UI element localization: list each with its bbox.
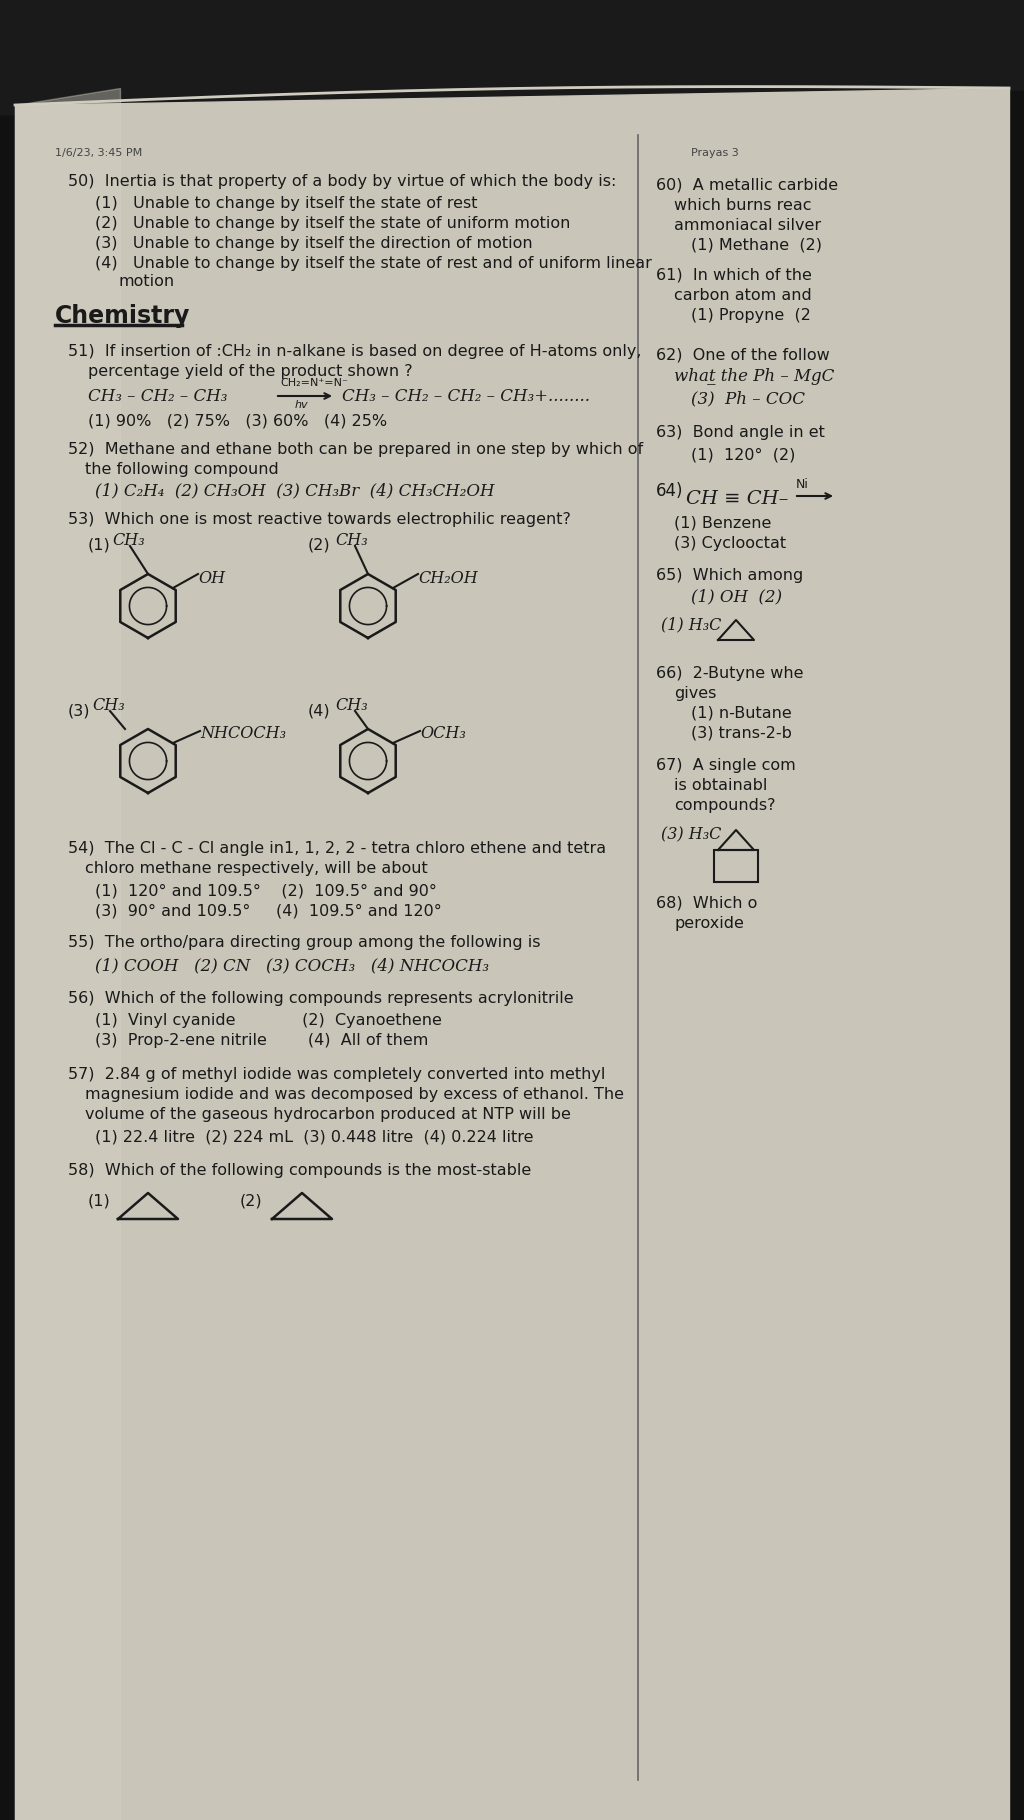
Bar (714, 850, 758, 883)
Text: ammoniacal silver: ammoniacal silver (674, 218, 821, 233)
Text: 50)  Inertia is that property of a body by virtue of which the body is:: 50) Inertia is that property of a body b… (68, 175, 616, 189)
Text: hv: hv (295, 400, 308, 410)
Text: 66)  2-Butyne whe: 66) 2-Butyne whe (656, 666, 804, 681)
Text: 68)  Which o: 68) Which o (656, 895, 758, 912)
Text: CH₂OH: CH₂OH (418, 570, 478, 588)
Text: 64): 64) (656, 482, 683, 500)
Text: 60)  A metallic carbide: 60) A metallic carbide (656, 178, 838, 193)
Text: CH₂=N⁺=N⁻: CH₂=N⁺=N⁻ (280, 379, 348, 388)
Text: 67)  A single com: 67) A single com (656, 757, 796, 774)
Text: 53)  Which one is most reactive towards electrophilic reagent?: 53) Which one is most reactive towards e… (68, 511, 570, 528)
Text: (3) H₃C: (3) H₃C (662, 826, 721, 843)
Text: CH₃: CH₃ (92, 697, 125, 713)
Text: which burns reac: which burns reac (674, 198, 811, 213)
Text: (1) 90%   (2) 75%   (3) 60%   (4) 25%: (1) 90% (2) 75% (3) 60% (4) 25% (88, 413, 387, 430)
Text: (4): (4) (308, 703, 331, 719)
Text: what̲ the Ph – MgC: what̲ the Ph – MgC (674, 368, 835, 386)
Text: (1) Benzene: (1) Benzene (674, 517, 771, 531)
Text: motion: motion (118, 275, 174, 289)
Text: the following compound: the following compound (85, 462, 279, 477)
Text: NHCOCH₃: NHCOCH₃ (200, 724, 286, 743)
Text: CH₃ – CH₂ – CH₂ – CH₃+........: CH₃ – CH₂ – CH₂ – CH₃+........ (342, 388, 590, 406)
Text: compounds?: compounds? (674, 797, 775, 814)
Text: (1) n-Butane: (1) n-Butane (691, 706, 792, 721)
Text: (1) 22.4 litre  (2) 224 mL  (3) 0.448 litre  (4) 0.224 litre: (1) 22.4 litre (2) 224 mL (3) 0.448 litr… (95, 1128, 534, 1145)
Text: (4)   Unable to change by itself the state of rest and of uniform linear: (4) Unable to change by itself the state… (95, 257, 652, 271)
Text: 61)  In which of the: 61) In which of the (656, 268, 812, 282)
Text: (3)  90° and 109.5°     (4)  109.5° and 120°: (3) 90° and 109.5° (4) 109.5° and 120° (95, 903, 441, 917)
Text: (3)  Prop-2-ene nitrile        (4)  All of them: (3) Prop-2-ene nitrile (4) All of them (95, 1034, 428, 1048)
Text: Prayas 3: Prayas 3 (691, 147, 738, 158)
Text: 58)  Which of the following compounds is the most-stable: 58) Which of the following compounds is … (68, 1163, 531, 1178)
Text: 51)  If insertion of :CH₂ in n-alkane is based on degree of H-atoms only,: 51) If insertion of :CH₂ in n-alkane is … (68, 344, 641, 359)
Text: peroxide: peroxide (674, 915, 743, 932)
Text: CH₃: CH₃ (335, 531, 368, 550)
Text: (3) trans-2-b: (3) trans-2-b (691, 726, 792, 741)
Text: (3): (3) (68, 703, 90, 719)
Text: (3)   Unable to change by itself the direction of motion: (3) Unable to change by itself the direc… (95, 237, 532, 251)
Text: (1) OH  (2): (1) OH (2) (691, 588, 782, 604)
Text: (1): (1) (88, 539, 111, 553)
Text: (2)   Unable to change by itself the state of uniform motion: (2) Unable to change by itself the state… (95, 217, 570, 231)
Text: (1) C₂H₄  (2) CH₃OH  (3) CH₃Br  (4) CH₃CH₂OH: (1) C₂H₄ (2) CH₃OH (3) CH₃Br (4) CH₃CH₂O… (95, 482, 495, 499)
Text: 1/6/23, 3:45 PM: 1/6/23, 3:45 PM (55, 147, 142, 158)
Text: 52)  Methane and ethane both can be prepared in one step by which of: 52) Methane and ethane both can be prepa… (68, 442, 643, 457)
Text: 56)  Which of the following compounds represents acrylonitrile: 56) Which of the following compounds rep… (68, 992, 573, 1006)
Text: magnesium iodide and was decomposed by excess of ethanol. The: magnesium iodide and was decomposed by e… (85, 1087, 624, 1101)
Text: Ni: Ni (796, 479, 809, 491)
Text: CH ≡ CH–: CH ≡ CH– (686, 490, 788, 508)
Text: (3)  Ph – COC: (3) Ph – COC (691, 389, 805, 408)
Text: 63)  Bond angle in et: 63) Bond angle in et (656, 426, 825, 440)
Text: 65)  Which among: 65) Which among (656, 568, 803, 582)
Text: (2): (2) (308, 539, 331, 553)
Text: (1) Propyne  (2: (1) Propyne (2 (691, 308, 811, 322)
Text: gives: gives (674, 686, 717, 701)
Text: (1)  Vinyl cyanide             (2)  Cyanoethene: (1) Vinyl cyanide (2) Cyanoethene (95, 1014, 442, 1028)
Text: (1)  120°  (2): (1) 120° (2) (691, 448, 796, 462)
Text: is obtainabl: is obtainabl (674, 777, 767, 794)
Text: (2): (2) (240, 1192, 262, 1208)
Text: (3) Cyclooctat: (3) Cyclooctat (674, 537, 786, 551)
Text: (1) Methane  (2): (1) Methane (2) (691, 238, 822, 253)
Text: CH₃: CH₃ (335, 697, 368, 713)
Text: 62)  One of the follow: 62) One of the follow (656, 348, 829, 362)
Text: volume of the gaseous hydrocarbon produced at NTP will be: volume of the gaseous hydrocarbon produc… (85, 1107, 570, 1121)
Text: 57)  2.84 g of methyl iodide was completely converted into methyl: 57) 2.84 g of methyl iodide was complete… (68, 1067, 605, 1083)
Text: (1): (1) (88, 1192, 111, 1208)
Text: 54)  The Cl - C - Cl angle in1, 1, 2, 2 - tetra chloro ethene and tetra: 54) The Cl - C - Cl angle in1, 1, 2, 2 -… (68, 841, 606, 855)
Text: carbon atom and: carbon atom and (674, 288, 812, 302)
Text: Chemistry: Chemistry (55, 304, 190, 328)
Text: CH₃ – CH₂ – CH₃: CH₃ – CH₂ – CH₃ (88, 388, 227, 406)
Text: chloro methane respectively, will be about: chloro methane respectively, will be abo… (85, 861, 428, 875)
Text: (1) H₃C: (1) H₃C (662, 615, 721, 633)
Text: 55)  The ortho/para directing group among the following is: 55) The ortho/para directing group among… (68, 935, 541, 950)
Text: (1)  120° and 109.5°    (2)  109.5° and 90°: (1) 120° and 109.5° (2) 109.5° and 90° (95, 883, 437, 897)
Text: (1) COOH   (2) CN   (3) COCH₃   (4) NHCOCH₃: (1) COOH (2) CN (3) COCH₃ (4) NHCOCH₃ (95, 957, 489, 974)
Text: (1)   Unable to change by itself the state of rest: (1) Unable to change by itself the state… (95, 197, 477, 211)
Text: OH: OH (198, 570, 225, 588)
Text: percentage yield of the product shown ?: percentage yield of the product shown ? (88, 364, 413, 379)
Text: OCH₃: OCH₃ (420, 724, 466, 743)
Text: CH₃: CH₃ (112, 531, 144, 550)
